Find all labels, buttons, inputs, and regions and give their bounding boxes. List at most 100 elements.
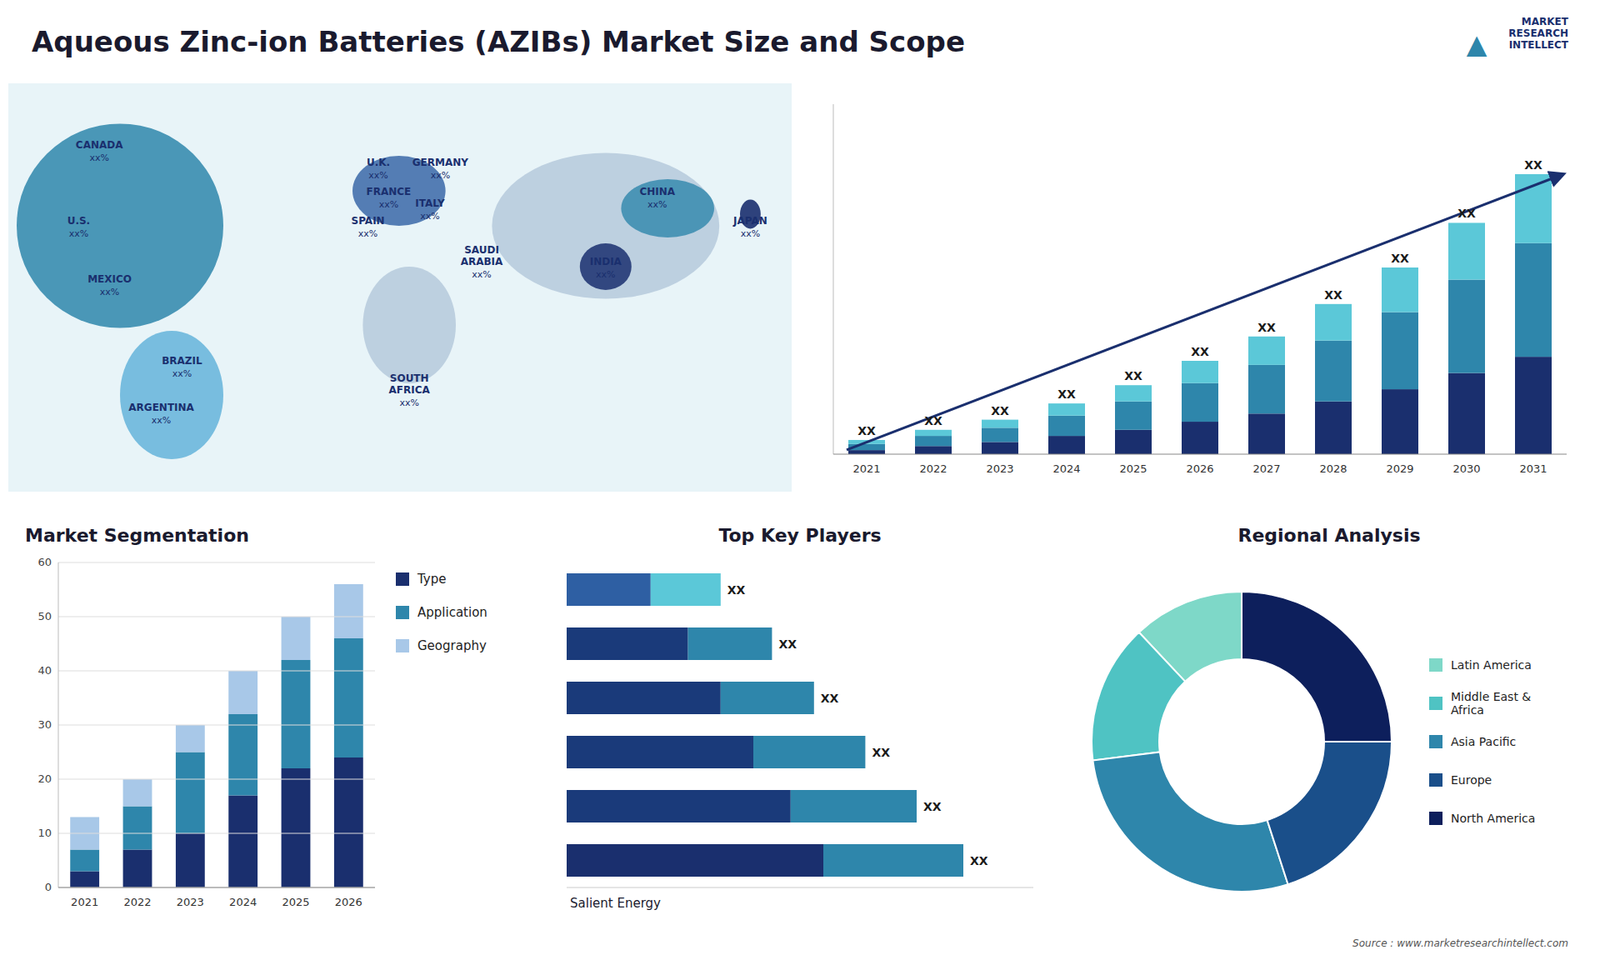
bar-label: XX	[1457, 206, 1476, 220]
bar	[1248, 336, 1285, 365]
x-tick-label: 2023	[985, 462, 1014, 475]
grid-line	[58, 616, 375, 618]
bar	[981, 441, 1019, 455]
bar	[1381, 267, 1419, 313]
bar	[1181, 421, 1219, 455]
legend-swatch	[1429, 773, 1443, 787]
y-axis-line	[833, 104, 835, 455]
region-value: xx%	[368, 170, 388, 181]
bottom-label: Salient Energy	[570, 895, 661, 911]
bar	[1448, 280, 1485, 374]
region-name: U.S.	[67, 215, 91, 227]
x-tick-label: 2026	[335, 895, 363, 909]
bar	[1048, 435, 1085, 455]
bar	[981, 420, 1019, 429]
bar	[1115, 430, 1152, 455]
y-tick-label: 10	[37, 826, 52, 840]
x-tick-label: 2030	[1452, 462, 1480, 475]
bar	[566, 681, 721, 715]
region-name: SPAIN	[351, 215, 385, 227]
bar	[915, 445, 952, 455]
legend-label: Geography	[417, 638, 487, 654]
ocean	[8, 83, 792, 492]
donut-slice	[1092, 751, 1288, 892]
bar	[688, 627, 773, 660]
legend-label: Asia Pacific	[1450, 735, 1516, 749]
x-tick-label: 2024	[1052, 462, 1080, 475]
region-name: SOUTHAFRICA	[389, 372, 431, 396]
y-tick-label: 0	[45, 880, 52, 894]
region-name: ARGENTINA	[128, 401, 195, 414]
region-value: xx%	[399, 397, 419, 409]
bar	[70, 871, 100, 889]
bar	[823, 844, 964, 877]
bar	[720, 681, 815, 715]
bar	[228, 714, 258, 796]
bar	[566, 735, 754, 769]
region-value: xx%	[430, 170, 450, 181]
donut-slice	[1241, 591, 1392, 742]
grid-line	[58, 725, 375, 726]
bar-label: XX	[871, 745, 890, 760]
x-tick-label: 2024	[229, 895, 257, 909]
donut-slice	[1091, 632, 1185, 761]
region-name: CANADA	[75, 139, 124, 151]
bar	[566, 790, 791, 823]
map: CANADAxx%U.S.xx%MEXICOxx%BRAZILxx%ARGENT…	[8, 83, 792, 492]
bar	[281, 660, 311, 769]
legend-label: Type	[416, 571, 446, 587]
y-tick-label: 40	[37, 664, 52, 677]
bar	[981, 427, 1019, 442]
page-title: Aqueous Zinc-ion Batteries (AZIBs) Marke…	[31, 25, 965, 59]
region-name: INDIA	[590, 255, 623, 268]
x-tick-label: 2021	[70, 895, 99, 909]
bar	[123, 806, 153, 850]
land-shape	[16, 124, 224, 329]
region-name: BRAZIL	[161, 355, 203, 367]
x-tick-label: 2031	[1519, 462, 1547, 475]
region-value: xx%	[471, 269, 491, 280]
legend-swatch	[395, 605, 410, 620]
x-tick-label: 2025	[281, 895, 310, 909]
region-value: xx%	[358, 228, 378, 240]
source-text: Source : www.marketresearchintellect.com	[1352, 937, 1569, 950]
bar	[915, 435, 952, 446]
bar-chart: Top Key PlayersXXXXXXXXXXXXSalient Energ…	[566, 525, 1034, 911]
bar	[123, 850, 153, 889]
bar	[1448, 373, 1485, 455]
land-shape	[620, 179, 715, 238]
x-axis-line	[833, 454, 1567, 455]
bar	[334, 757, 364, 888]
region-value: xx%	[740, 228, 760, 240]
bar-label: XX	[1324, 288, 1343, 302]
y-tick-label: 50	[37, 610, 52, 623]
region-name: ITALY	[415, 197, 445, 210]
bar-chart: 2021202220232024202520262027202820292030…	[833, 104, 1567, 475]
bar	[1315, 401, 1352, 455]
region-value: xx%	[172, 368, 192, 380]
logo-mark: ▲	[1466, 28, 1488, 60]
bar	[175, 833, 205, 888]
y-axis-line	[58, 562, 60, 888]
bar	[1315, 340, 1352, 402]
region-value: xx%	[69, 228, 89, 240]
x-tick-label: 2025	[1119, 462, 1147, 475]
bar	[281, 616, 311, 660]
x-tick-label: 2022	[919, 462, 947, 475]
legend-swatch	[395, 639, 410, 653]
y-tick-label: 60	[37, 555, 52, 569]
region-name: FRANCE	[366, 185, 412, 198]
bar	[566, 627, 689, 660]
x-tick-label: 2027	[1252, 462, 1280, 475]
grid-line	[58, 887, 375, 889]
land-shape	[120, 330, 224, 460]
bar-label: XX	[1390, 251, 1410, 265]
bar-label: XX	[1524, 158, 1543, 172]
legend-swatch	[395, 572, 410, 586]
legend-swatch	[1429, 811, 1443, 825]
bar	[334, 638, 364, 758]
bar	[1448, 222, 1485, 280]
bar-label: XX	[1124, 369, 1143, 383]
region-value: xx%	[89, 152, 109, 164]
bar	[848, 450, 885, 455]
